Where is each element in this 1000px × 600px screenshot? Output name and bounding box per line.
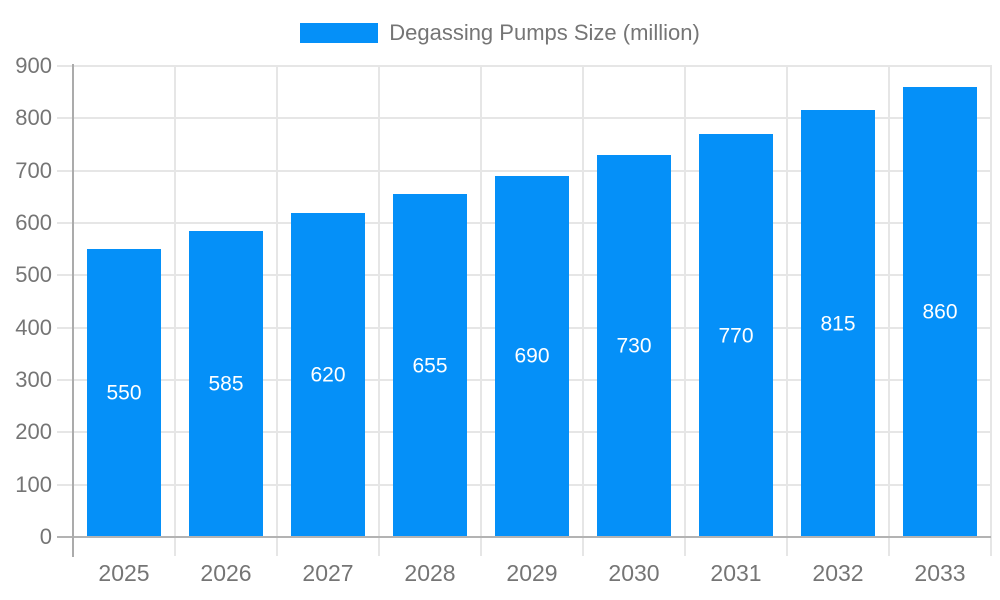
legend-label: Degassing Pumps Size (million) xyxy=(389,20,700,45)
bar-value-label: 550 xyxy=(106,381,142,405)
bar-value-label: 690 xyxy=(514,344,550,368)
y-axis-tick-label: 300 xyxy=(15,367,52,392)
x-axis-line xyxy=(57,536,991,538)
x-gridline xyxy=(378,65,380,556)
y-gridline xyxy=(57,169,991,172)
bar-value-label: 730 xyxy=(616,334,652,358)
bar: 655 xyxy=(393,194,467,537)
x-axis-tick-label: 2031 xyxy=(710,560,762,586)
y-axis-tick-label: 500 xyxy=(15,262,52,288)
bar: 815 xyxy=(801,110,875,537)
x-axis-tick-label: 2027 xyxy=(302,560,354,586)
x-gridline xyxy=(174,65,176,556)
x-gridline xyxy=(684,65,686,556)
y-axis-tick-label: 400 xyxy=(15,314,52,340)
y-axis-tick-label: 100 xyxy=(15,471,52,497)
x-axis-tick-label: 2030 xyxy=(608,560,660,586)
plot-area: 550 585 620 655 690 730 770 815 860 xyxy=(57,64,992,557)
bar: 770 xyxy=(699,134,773,537)
bar: 730 xyxy=(597,154,671,537)
x-axis-tick-label: 2026 xyxy=(200,560,252,586)
x-gridline xyxy=(582,65,584,556)
legend[interactable]: Degassing Pumps Size (million) xyxy=(0,21,1000,45)
x-gridline xyxy=(786,65,788,556)
x-gridline xyxy=(990,65,992,556)
y-axis-tick-label: 900 xyxy=(15,53,52,78)
bar: 690 xyxy=(495,175,569,537)
bar-value-label: 860 xyxy=(922,300,958,324)
y-axis-tick-label: 700 xyxy=(15,157,52,183)
y-axis-tick-label: 200 xyxy=(15,419,52,445)
x-axis-tick-label: 2028 xyxy=(404,560,456,586)
y-axis-tick-label: 600 xyxy=(15,210,52,235)
bar-value-label: 815 xyxy=(820,312,856,336)
y-axis-tick-label: 0 xyxy=(39,524,52,549)
y-axis-line xyxy=(72,64,74,557)
bar: 620 xyxy=(291,212,365,537)
bar: 860 xyxy=(903,86,977,537)
y-gridline xyxy=(57,117,991,120)
bar-value-label: 655 xyxy=(412,354,448,378)
x-axis-tick-label: 2032 xyxy=(812,560,864,586)
y-gridline xyxy=(57,65,991,67)
legend-swatch-icon xyxy=(300,23,379,43)
x-axis-tick-label: 2033 xyxy=(914,560,966,586)
x-axis-tick-label: 2029 xyxy=(506,560,558,586)
bar: 585 xyxy=(189,230,263,537)
bar-value-label: 620 xyxy=(310,363,346,387)
x-gridline xyxy=(888,65,890,556)
x-gridline xyxy=(276,65,278,556)
y-axis-tick-label: 800 xyxy=(15,105,52,131)
bar-value-label: 770 xyxy=(718,324,754,348)
x-gridline xyxy=(480,65,482,556)
bar: 550 xyxy=(87,249,161,537)
bar-value-label: 585 xyxy=(208,372,244,396)
x-axis-tick-label: 2025 xyxy=(98,560,150,586)
